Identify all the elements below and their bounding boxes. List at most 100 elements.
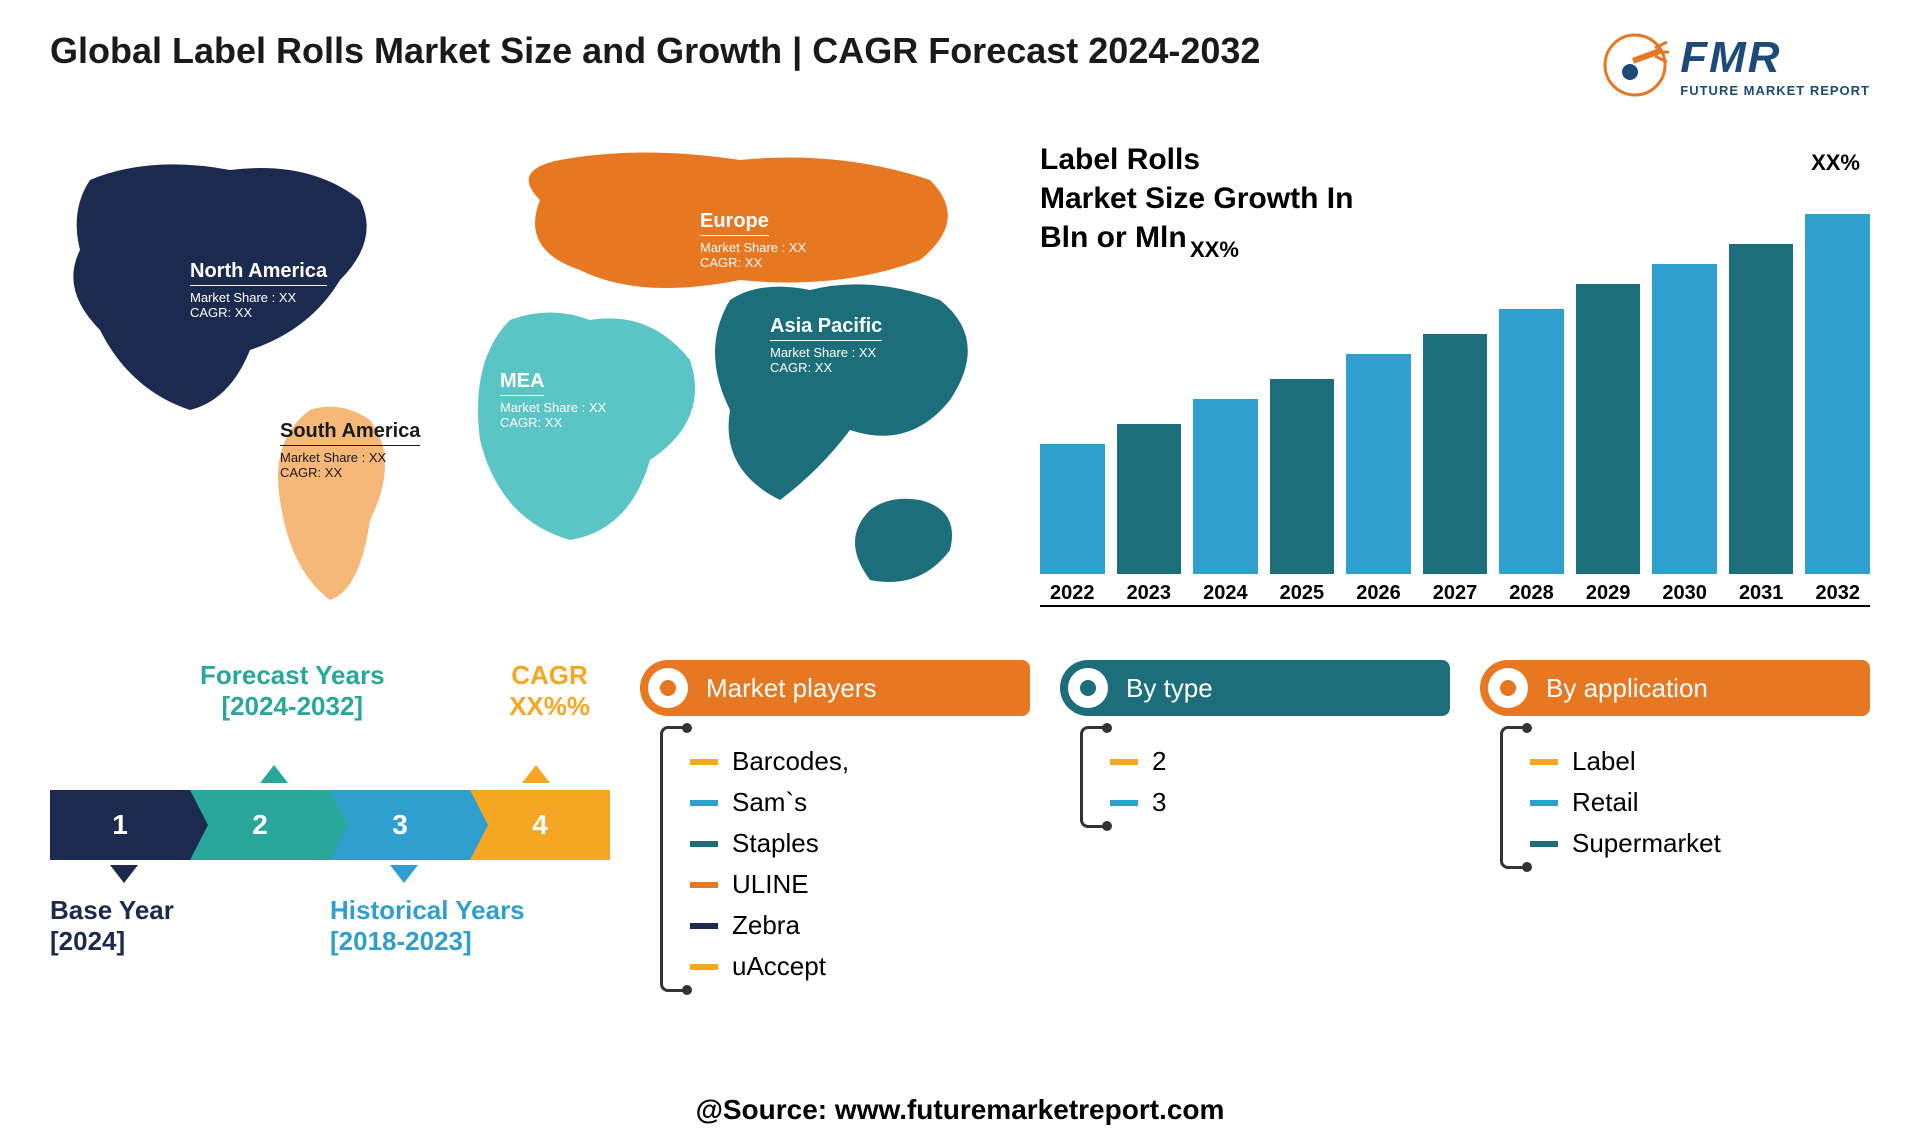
bullet-icon xyxy=(1068,668,1108,708)
timeline: Forecast Years [2024-2032] CAGR XX%% 123… xyxy=(50,660,610,980)
label-asia-pacific: Asia Pacific Market Share : XX CAGR: XX xyxy=(770,315,882,375)
marker-icon xyxy=(1110,800,1138,806)
item-label: uAccept xyxy=(732,951,826,982)
list-item: uAccept xyxy=(690,951,1010,982)
category-title: By type xyxy=(1126,673,1213,704)
timeline-segment-3: 3 xyxy=(330,790,470,860)
bar xyxy=(1270,379,1335,574)
item-label: 3 xyxy=(1152,787,1166,818)
bar xyxy=(1499,309,1564,574)
list-item: ULINE xyxy=(690,869,1010,900)
list-item: 2 xyxy=(1110,746,1430,777)
list-item: Supermarket xyxy=(1530,828,1850,859)
timeline-segment-2: 2 xyxy=(190,790,330,860)
bar-year-label: 2026 xyxy=(1356,582,1401,605)
marker-icon xyxy=(690,964,718,970)
marker-icon xyxy=(690,759,718,765)
historical-label: Historical Years [2018-2023] xyxy=(330,895,525,957)
pointer-icon xyxy=(522,765,550,783)
bar-year-label: 2024 xyxy=(1203,582,1248,605)
bar-2025: 2025 xyxy=(1270,379,1335,605)
bullet-icon xyxy=(1488,668,1528,708)
growth-chart: Label RollsMarket Size Growth InBln or M… xyxy=(1020,140,1870,610)
bar-2023: 2023 xyxy=(1117,424,1182,605)
chevron-icon xyxy=(470,790,488,860)
forecast-label: Forecast Years [2024-2032] xyxy=(200,660,385,722)
logo: FMR FUTURE MARKET REPORT xyxy=(1600,30,1870,100)
bar xyxy=(1346,354,1411,574)
marker-icon xyxy=(1530,841,1558,847)
item-label: Supermarket xyxy=(1572,828,1721,859)
bar xyxy=(1729,244,1794,574)
chevron-icon xyxy=(330,790,348,860)
bar xyxy=(1805,214,1870,574)
list-item: Zebra xyxy=(690,910,1010,941)
category-by-application: By application Label Retail Supermarket xyxy=(1480,660,1870,869)
category-title: Market players xyxy=(706,673,877,704)
label-north-america: North America Market Share : XX CAGR: XX xyxy=(190,260,327,320)
chart-title: Label RollsMarket Size Growth InBln or M… xyxy=(1040,140,1870,257)
label-mea: MEA Market Share : XX CAGR: XX xyxy=(500,370,606,430)
item-label: Barcodes, xyxy=(732,746,849,777)
bar-2031: 2031 xyxy=(1729,244,1794,605)
bar-2028: 2028 xyxy=(1499,309,1564,605)
chart-annotation-end: XX% xyxy=(1811,150,1860,176)
list-item: Barcodes, xyxy=(690,746,1010,777)
item-label: ULINE xyxy=(732,869,809,900)
bar-year-label: 2028 xyxy=(1509,582,1554,605)
marker-icon xyxy=(690,841,718,847)
bar-2022: 2022 xyxy=(1040,444,1105,605)
bar-2024: 2024 xyxy=(1193,399,1258,605)
list-item: 3 xyxy=(1110,787,1430,818)
timeline-segment-4: 4 xyxy=(470,790,610,860)
bar xyxy=(1117,424,1182,574)
bar-year-label: 2029 xyxy=(1586,582,1631,605)
bar xyxy=(1040,444,1105,574)
bar-2027: 2027 xyxy=(1423,334,1488,605)
category-market-players: Market players Barcodes, Sam`s Staples ULINE… xyxy=(640,660,1030,992)
item-label: Sam`s xyxy=(732,787,807,818)
bar-2032: 2032 xyxy=(1805,214,1870,605)
item-label: 2 xyxy=(1152,746,1166,777)
bar-year-label: 2027 xyxy=(1433,582,1478,605)
category-title: By application xyxy=(1546,673,1708,704)
marker-icon xyxy=(690,800,718,806)
bar xyxy=(1193,399,1258,574)
list-item: Sam`s xyxy=(690,787,1010,818)
label-europe: Europe Market Share : XX CAGR: XX xyxy=(700,210,806,270)
page-title: Global Label Rolls Market Size and Growt… xyxy=(50,30,1260,72)
bar-year-label: 2022 xyxy=(1050,582,1095,605)
item-label: Staples xyxy=(732,828,819,859)
marker-icon xyxy=(690,882,718,888)
list-item: Retail xyxy=(1530,787,1850,818)
bar-2030: 2030 xyxy=(1652,264,1717,605)
chart-annotation-start: XX% xyxy=(1190,237,1239,263)
telescope-icon xyxy=(1600,30,1670,100)
bar-year-label: 2023 xyxy=(1127,582,1172,605)
category-by-type: By type 2 3 xyxy=(1060,660,1450,828)
cagr-label: CAGR XX%% xyxy=(509,660,590,722)
marker-icon xyxy=(1110,759,1138,765)
item-label: Zebra xyxy=(732,910,800,941)
base-year-label: Base Year [2024] xyxy=(50,895,174,957)
bracket-icon xyxy=(1500,726,1524,869)
item-label: Retail xyxy=(1572,787,1638,818)
pointer-icon xyxy=(260,765,288,783)
bar xyxy=(1576,284,1641,574)
bar-year-label: 2025 xyxy=(1280,582,1325,605)
bullet-icon xyxy=(648,668,688,708)
list-item: Staples xyxy=(690,828,1010,859)
bar xyxy=(1652,264,1717,574)
marker-icon xyxy=(1530,800,1558,806)
bracket-icon xyxy=(660,726,684,992)
label-south-america: South America Market Share : XX CAGR: XX xyxy=(280,420,420,480)
bar-year-label: 2032 xyxy=(1815,582,1860,605)
bar-year-label: 2031 xyxy=(1739,582,1784,605)
category-header: Market players xyxy=(640,660,1030,716)
bar xyxy=(1423,334,1488,574)
bar-2026: 2026 xyxy=(1346,354,1411,605)
bar-2029: 2029 xyxy=(1576,284,1641,605)
bracket-icon xyxy=(1080,726,1104,828)
bar-year-label: 2030 xyxy=(1662,582,1707,605)
item-label: Label xyxy=(1572,746,1636,777)
